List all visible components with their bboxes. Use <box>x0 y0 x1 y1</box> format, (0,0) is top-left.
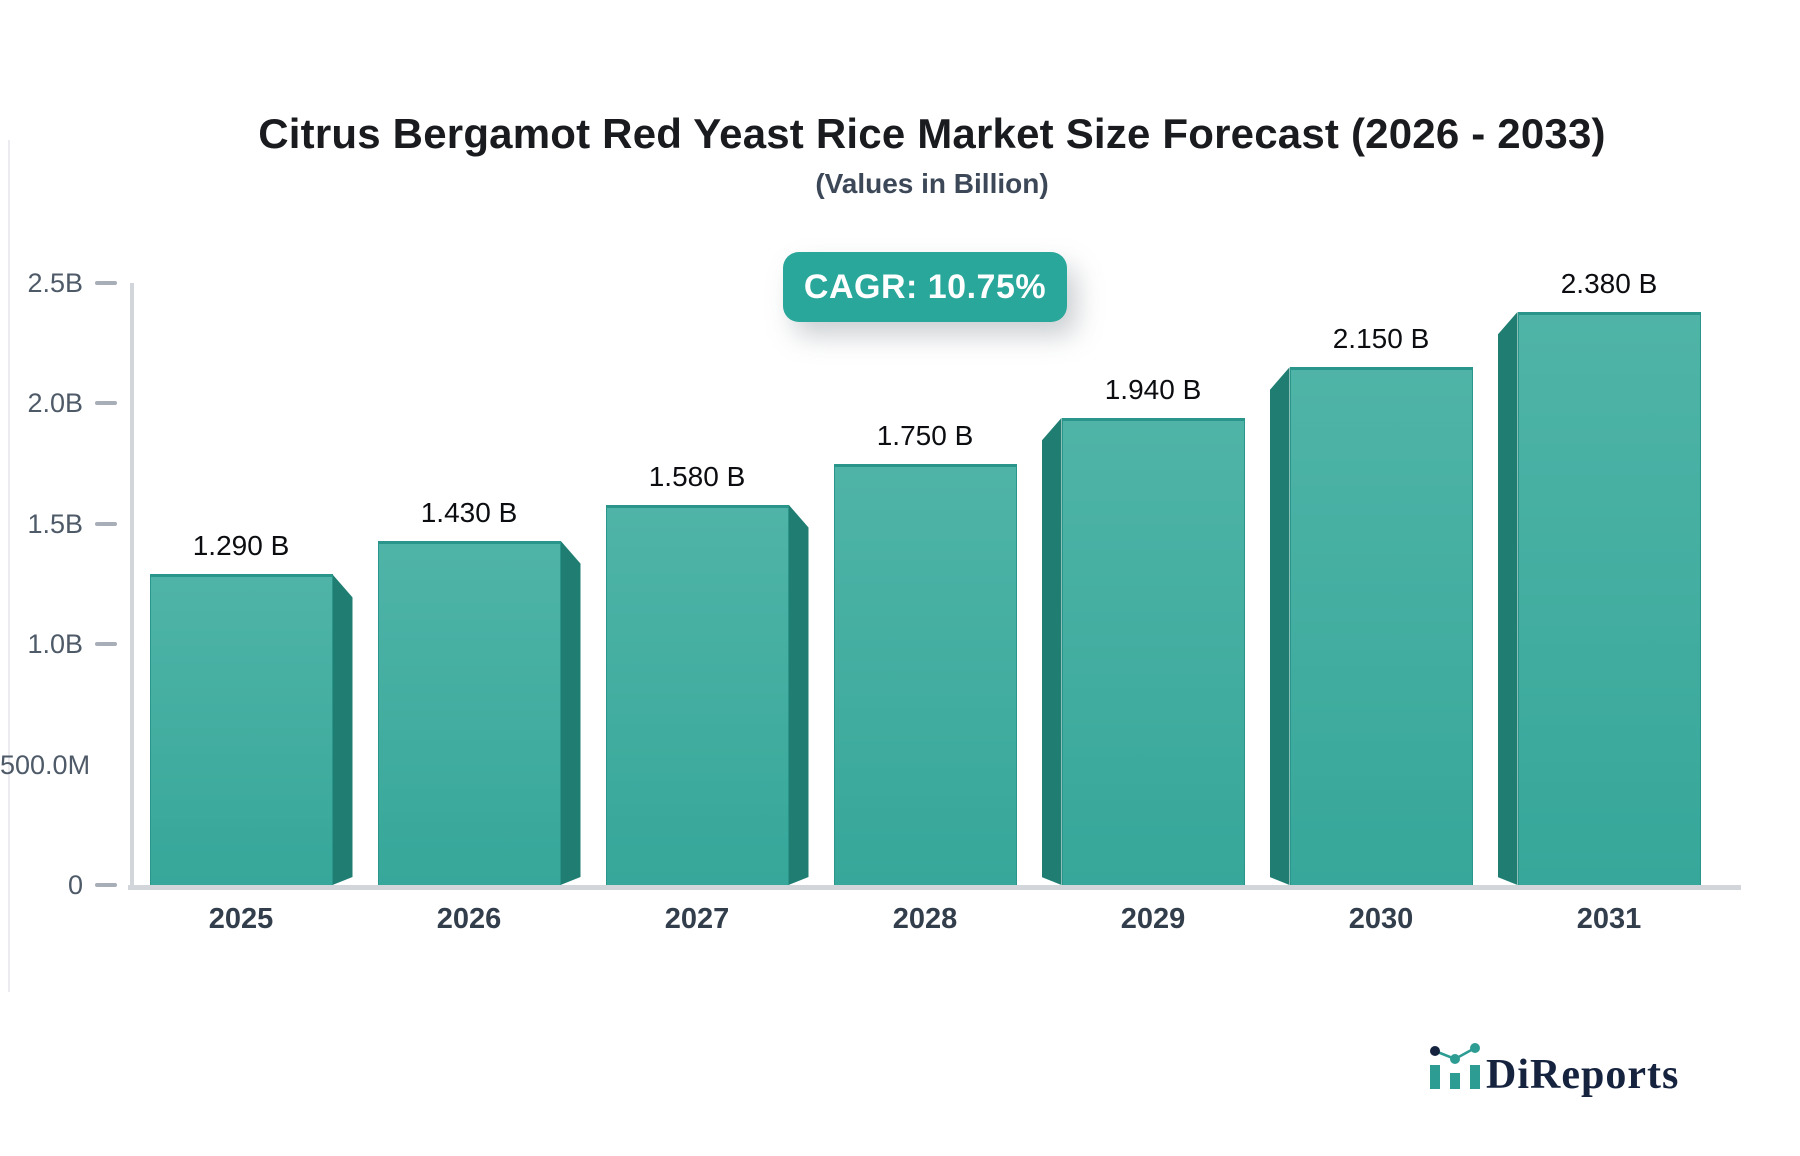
y-tick-label: 1.5B <box>27 508 83 539</box>
y-tick-dash <box>95 883 117 887</box>
x-tick-label: 2028 <box>892 903 958 935</box>
x-tick-label: 2030 <box>1348 903 1414 935</box>
y-tick-label: 500.0M <box>0 749 91 780</box>
x-tick-label: 2026 <box>436 903 502 935</box>
y-axis-line <box>130 283 134 890</box>
bar-3d-side-2025 <box>333 574 353 885</box>
bar-value-label: 1.290 B <box>192 530 290 562</box>
y-tick-dash <box>95 521 117 526</box>
mini-bar-chart-icon <box>1430 1043 1480 1089</box>
bar-value-label: 1.580 B <box>648 460 746 492</box>
y-tick-label: 1.0B <box>27 629 83 660</box>
chart-subtitle: (Values in Billion) <box>815 168 1049 199</box>
x-axis-line <box>128 885 1741 890</box>
cagr-badge: CAGR: 10.75% <box>783 252 1067 322</box>
bar-2026 <box>377 540 561 885</box>
x-tick-label: 2027 <box>664 903 730 935</box>
bar-3d-side-2027 <box>789 505 809 885</box>
bar-value-label: 1.750 B <box>876 419 974 451</box>
y-tick-label: 2.0B <box>27 388 83 419</box>
bar-2027 <box>605 504 789 885</box>
cagr-badge-label: CAGR: 10.75% <box>803 267 1047 306</box>
brand-name: DiReports <box>1486 1052 1680 1098</box>
frame-edge-line <box>8 140 10 992</box>
bar-2030 <box>1289 367 1473 885</box>
bar-value-label: 2.150 B <box>1332 323 1430 355</box>
y-tick-dash <box>95 642 117 647</box>
x-tick-label: 2031 <box>1576 903 1642 935</box>
y-tick-dash <box>95 401 117 406</box>
x-tick-label: 2025 <box>208 903 274 935</box>
bar-2029 <box>1061 417 1245 885</box>
bar-3d-side-2031 <box>1498 312 1518 885</box>
x-tick-label: 2029 <box>1120 903 1186 935</box>
bar-3d-side-2030 <box>1270 367 1290 885</box>
y-tick-label: 0 <box>67 870 83 900</box>
bar-value-label: 1.940 B <box>1104 373 1202 405</box>
chart-title: Citrus Bergamot Red Yeast Rice Market Si… <box>258 110 1606 157</box>
y-tick-dash <box>95 281 117 285</box>
bar-value-label: 1.430 B <box>420 496 518 528</box>
brand-logo: DiReports <box>1428 1040 1758 1110</box>
bar-3d-side-2029 <box>1042 418 1062 885</box>
bar-3d-side-2026 <box>561 541 581 885</box>
bar-value-label: 2.380 B <box>1560 267 1658 299</box>
y-tick-label: 2.5B <box>27 268 83 298</box>
bar-2028 <box>833 463 1017 885</box>
bar-2031 <box>1517 311 1701 885</box>
bar-2025 <box>149 574 333 885</box>
